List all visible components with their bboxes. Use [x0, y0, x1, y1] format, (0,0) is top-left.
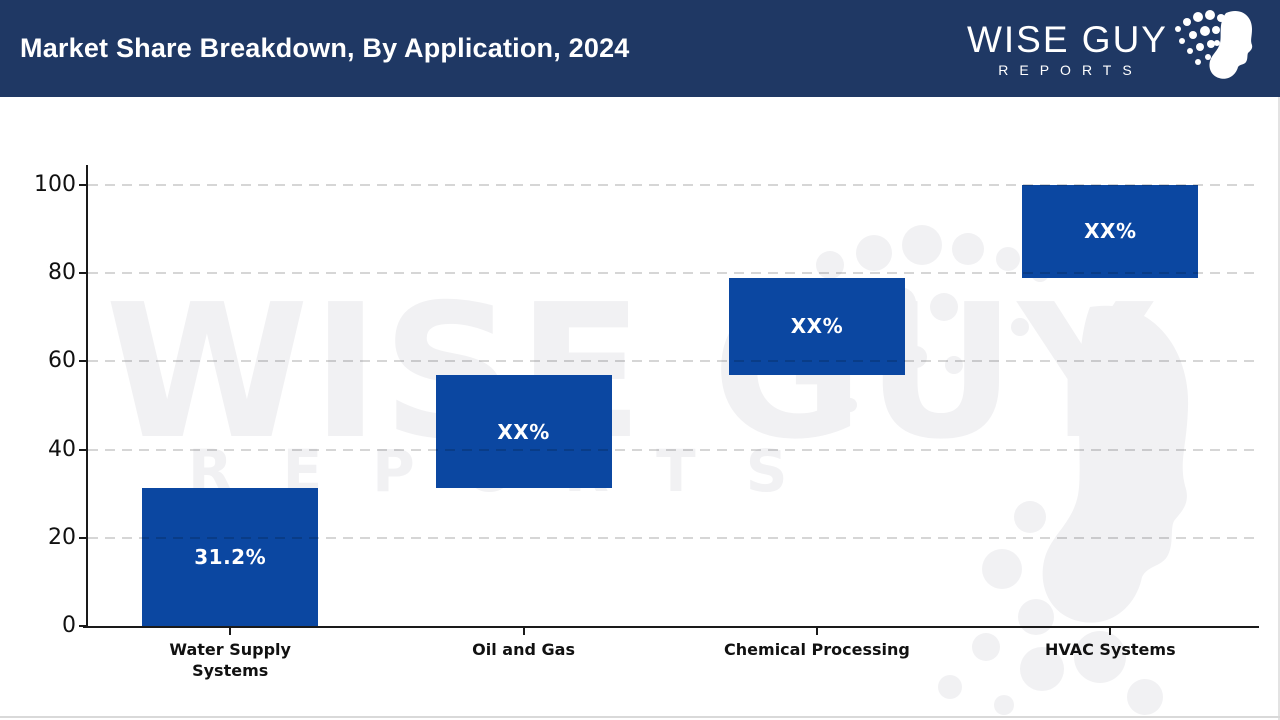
y-tick-label-80: 80: [48, 260, 76, 286]
y-tick-100: [79, 184, 87, 186]
x-tick-2: [522, 628, 525, 635]
gridline-80: [88, 272, 1257, 275]
brand-subname: REPORTS: [998, 61, 1143, 78]
header-bar: Market Share Breakdown, By Application, …: [0, 0, 1280, 97]
y-tick-20: [79, 536, 87, 539]
y-tick-label-100: 100: [34, 172, 76, 197]
x-tick-3: [815, 628, 818, 635]
gridline-20: [88, 536, 1257, 539]
x-tick-4: [1109, 628, 1112, 635]
bar-value-label: XX%: [497, 419, 550, 444]
y-tick-label-0: 0: [62, 613, 76, 638]
page-title: Market Share Breakdown, By Application, …: [20, 33, 630, 63]
category-label-4: HVAC Systems: [1045, 640, 1176, 659]
gridline-100: [88, 184, 1257, 186]
x-tick-1: [229, 628, 232, 635]
bar-value-label: 31.2%: [194, 545, 267, 570]
category-label-2: Oil and Gas: [472, 640, 575, 659]
brand-logo-text: WISE GUY REPORTS: [967, 21, 1168, 77]
y-tick-label-40: 40: [48, 436, 76, 462]
y-tick-80: [79, 272, 87, 275]
canvas-bottom-border: [0, 716, 1280, 718]
y-tick-60: [79, 360, 87, 363]
canvas-right-border: [1278, 97, 1280, 720]
bar-chemical-processing: XX%: [728, 277, 905, 375]
bar-water-supply-systems: 31.2%: [142, 488, 319, 626]
y-tick-label-20: 20: [48, 524, 76, 550]
y-tick-0: [79, 625, 87, 627]
category-label-3: Chemical Processing: [724, 640, 910, 659]
brand-logo: WISE GUY REPORTS: [967, 7, 1254, 91]
gridline-60: [88, 360, 1257, 363]
bar-hvac-systems: XX%: [1022, 185, 1199, 278]
watermark-head-icon: [790, 217, 1210, 720]
y-tick-label-60: 60: [48, 348, 76, 374]
gridline-40: [88, 448, 1257, 451]
y-tick-40: [79, 448, 87, 451]
bar-value-label: XX%: [790, 314, 844, 339]
y-axis-line: [86, 165, 88, 628]
brand-head-icon: [1170, 7, 1254, 91]
x-axis-line: [83, 626, 1259, 628]
bar-oil-and-gas: XX%: [435, 374, 612, 489]
chart-canvas: WISE GUY REPORTS 02040608010031.2%XX%XX%…: [0, 97, 1280, 720]
brand-name: WISE GUY: [966, 18, 1168, 60]
category-label-1: Water Supply Systems: [169, 640, 291, 680]
bar-value-label: XX%: [1084, 219, 1137, 244]
